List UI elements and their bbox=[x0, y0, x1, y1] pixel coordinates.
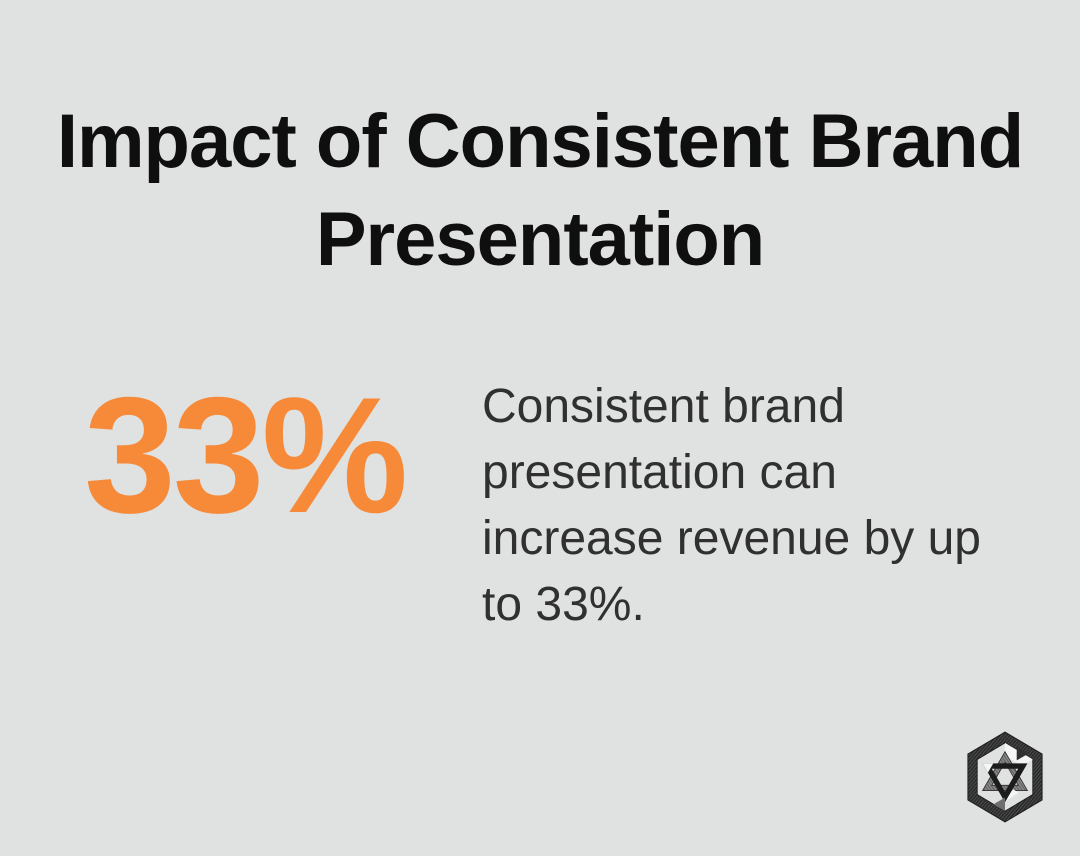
stat-value: 33% bbox=[84, 363, 408, 547]
page-title-line-1: Impact of Consistent Brand bbox=[56, 99, 1024, 184]
page-title-line-2: Presentation bbox=[315, 197, 765, 282]
stat-description-line-3: increase revenue by up bbox=[482, 512, 981, 565]
stat-description-line-4: to 33%. bbox=[482, 578, 645, 631]
hexagon-logo-icon bbox=[967, 731, 1043, 823]
stat-description: Consistent brand presentation can increa… bbox=[482, 374, 981, 638]
stat-description-line-2: presentation can bbox=[482, 446, 837, 499]
page-title: Impact of Consistent Brand Presentation bbox=[0, 93, 1080, 289]
brand-logo bbox=[964, 729, 1046, 825]
stat-description-line-1: Consistent brand bbox=[482, 380, 845, 433]
